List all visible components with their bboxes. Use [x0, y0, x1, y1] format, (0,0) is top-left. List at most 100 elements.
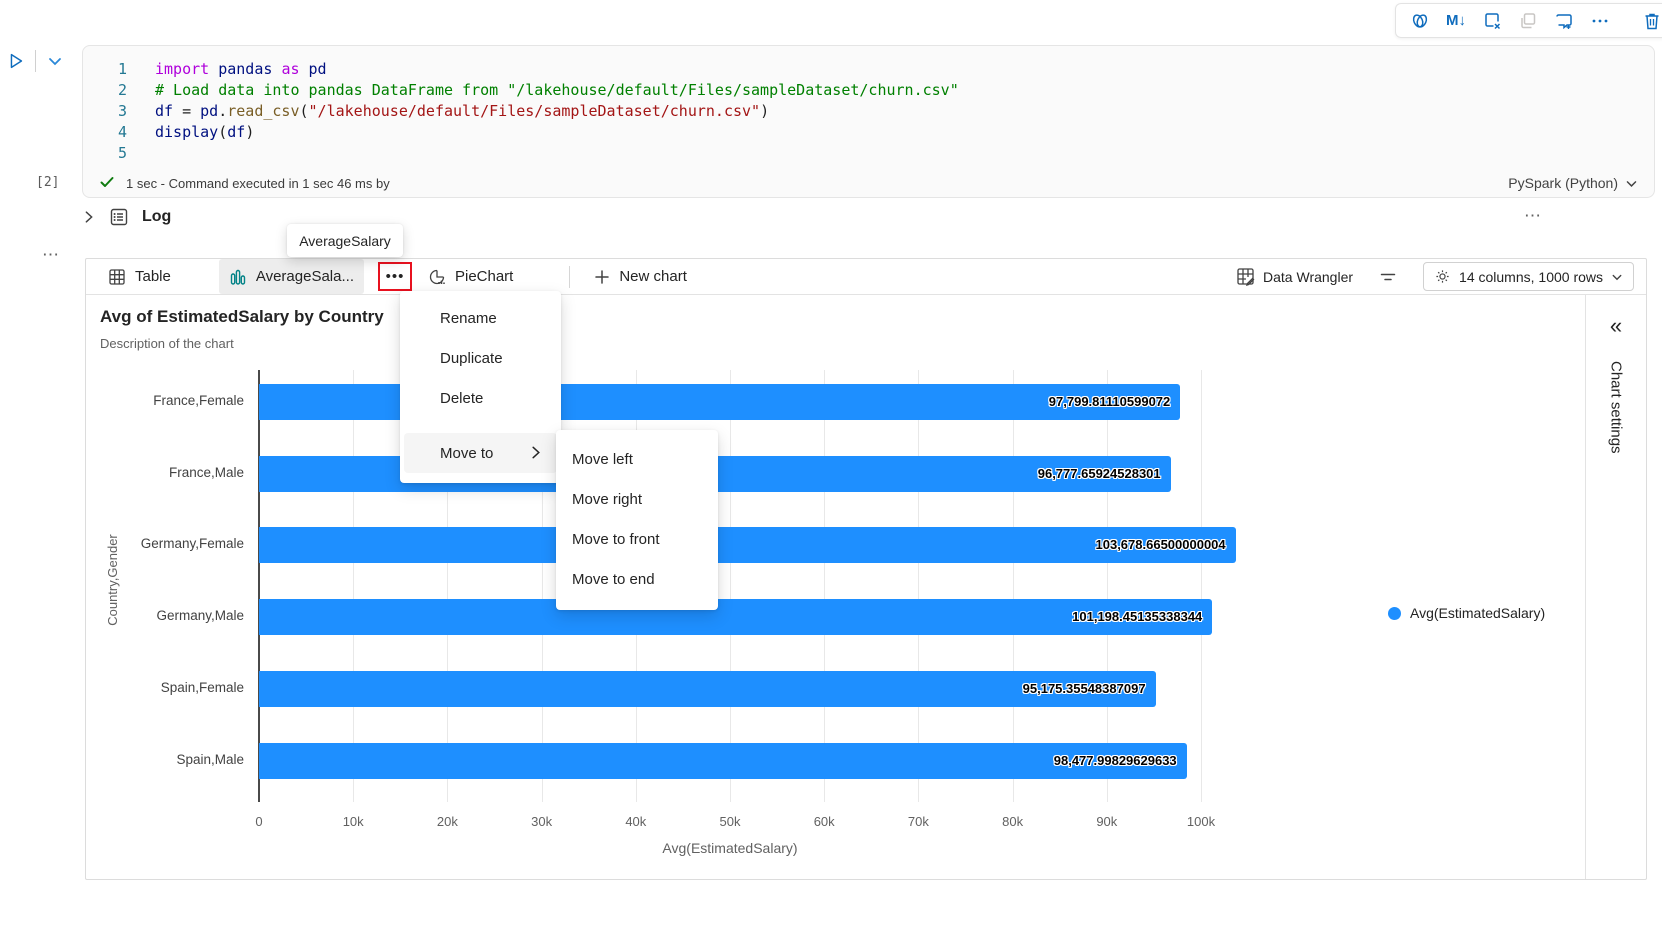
tab-pie-chart[interactable]: PieChart: [428, 268, 513, 286]
bar: [259, 742, 1187, 779]
run-options-chevron-icon[interactable]: [45, 51, 65, 71]
code-line[interactable]: 3 df = pd.read_csv("/lakehouse/default/Fi…: [83, 101, 1654, 122]
line-number: 3: [117, 102, 127, 120]
kernel-picker[interactable]: PySpark (Python): [1508, 175, 1638, 191]
x-tick-label: 50k: [719, 814, 741, 829]
x-tick-label: 80k: [1002, 814, 1024, 829]
menu-item-delete[interactable]: Delete: [440, 390, 484, 407]
new-chart-label: New chart: [619, 268, 687, 285]
category-label: France,Female: [153, 393, 244, 408]
new-chart-button[interactable]: New chart: [594, 268, 687, 285]
x-tick-label: 20k: [436, 814, 458, 829]
bar-value-label: 101,198.45135338344: [1072, 609, 1203, 625]
menu-item-move-left[interactable]: Move left: [572, 451, 633, 468]
success-check-icon: [99, 174, 115, 193]
more-options-icon[interactable]: [1590, 11, 1610, 31]
x-axis-label: Avg(EstimatedSalary): [662, 840, 798, 856]
x-tick-label: 0: [255, 814, 263, 829]
run-controls: [6, 50, 65, 72]
gear-icon: [1436, 270, 1449, 283]
category-label: Spain,Female: [160, 679, 244, 695]
delete-cell-icon[interactable]: [1482, 11, 1502, 31]
code-cell[interactable]: 1 import pandas as pd 2 # Load data into pa…: [82, 45, 1655, 198]
x-tick-label: 100k: [1186, 814, 1216, 829]
code-line[interactable]: 2 # Load data into pandas DataFrame from …: [83, 80, 1654, 101]
bar-value-label: 95,175.35548387097: [1022, 680, 1146, 696]
data-wrangler-label: Data Wrangler: [1263, 268, 1354, 285]
chart-title: Avg of EstimatedSalary by Country: [100, 307, 384, 326]
chart-area: Avg of EstimatedSalary by Country Descri…: [86, 295, 1585, 879]
log-more-button[interactable]: ⋯: [1524, 206, 1542, 225]
divider: [35, 50, 36, 72]
comment-add-icon[interactable]: [1554, 11, 1574, 31]
code-line[interactable]: 1 import pandas as pd: [83, 59, 1654, 80]
category-label: Germany,Male: [156, 608, 244, 624]
chevron-down-icon: [1626, 180, 1637, 187]
y-axis-label: Country,Gender: [105, 534, 120, 626]
x-tick-label: 60k: [813, 814, 835, 829]
run-cell-icon[interactable]: [6, 51, 26, 71]
menu-item-move-to-front[interactable]: Move to front: [572, 531, 660, 548]
tab-table-label: Table: [135, 268, 171, 285]
code-line[interactable]: 4 display(df): [83, 122, 1654, 143]
bar-chart-icon: [230, 269, 246, 285]
menu-item-move-right[interactable]: Move right: [572, 491, 643, 508]
gridline: [824, 370, 826, 802]
chart-subtitle: Description of the chart: [100, 336, 234, 351]
code-line[interactable]: 5: [83, 143, 1654, 164]
tab-more-button[interactable]: •••: [377, 262, 412, 291]
chart-legend[interactable]: Avg(EstimatedSalary): [1388, 605, 1545, 621]
line-number: 2: [117, 81, 127, 99]
log-list-icon: [110, 208, 128, 226]
pie-chart-icon: [429, 269, 445, 284]
execution-count: [2]: [36, 175, 60, 190]
x-tick-label: 70k: [907, 814, 929, 829]
menu-item-rename[interactable]: Rename: [440, 310, 497, 327]
kernel-label: PySpark (Python): [1508, 175, 1618, 191]
tab-table[interactable]: Table: [100, 268, 179, 286]
data-wrangler-button[interactable]: Data Wrangler: [1236, 267, 1353, 286]
legend-label: Avg(EstimatedSalary): [1410, 605, 1546, 621]
move-to-submenu: Move left Move right Move to front Move …: [556, 430, 718, 610]
trash-icon[interactable]: [1642, 11, 1662, 31]
menu-item-duplicate[interactable]: Duplicate: [440, 350, 503, 367]
tab-context-menu: Rename Duplicate Delete Move to: [400, 291, 561, 483]
filter-button[interactable]: [1379, 268, 1397, 286]
chart-settings-label: Chart settings: [1607, 361, 1625, 454]
markdown-icon[interactable]: M↓: [1446, 12, 1466, 29]
chart-content-row: Avg of EstimatedSalary by Country Descri…: [86, 295, 1646, 879]
gridline: [1201, 370, 1202, 802]
bar: [259, 527, 1236, 564]
left-more-button[interactable]: ⋯: [42, 245, 60, 264]
columns-rows-label: 14 columns, 1000 rows: [1459, 268, 1603, 285]
code-lines[interactable]: 1 import pandas as pd 2 # Load data into pa…: [83, 46, 1654, 164]
tab-average-label: AverageSala...: [255, 268, 354, 285]
line-number: 5: [117, 144, 127, 162]
cell-status-bar: 1 sec - Command executed in 1 sec 46 ms …: [99, 172, 1638, 194]
y-axis-line: [258, 370, 260, 802]
results-card: Table AverageSala... ••• PieChart: [85, 258, 1647, 880]
chevron-right-icon[interactable]: [82, 210, 96, 224]
line-number: 1: [117, 60, 127, 78]
log-label: Log: [142, 208, 172, 225]
tab-average-salary[interactable]: AverageSala...: [218, 259, 364, 294]
bar-value-label: 98,477.99829629633: [1053, 752, 1177, 768]
columns-rows-dropdown[interactable]: 14 columns, 1000 rows: [1423, 262, 1634, 291]
x-tick-label: 90k: [1096, 814, 1118, 829]
gridline: [353, 370, 355, 802]
divider: [569, 265, 571, 288]
chart-tab-bar: Table AverageSala... ••• PieChart: [86, 259, 1646, 295]
tab-pie-label: PieChart: [454, 268, 514, 285]
x-tick-label: 40k: [625, 814, 647, 829]
log-section-header[interactable]: Log: [82, 207, 171, 227]
category-label: Spain,Male: [176, 751, 244, 767]
gridline: [1106, 370, 1108, 802]
menu-item-move-to-end[interactable]: Move to end: [572, 571, 655, 588]
gridline: [541, 370, 543, 802]
copilot-icon[interactable]: [1410, 11, 1430, 31]
bar-value-label: 97,799.81110599072: [1048, 394, 1171, 409]
copy-icon: [1518, 11, 1538, 31]
status-text: 1 sec - Command executed in 1 sec 46 ms …: [126, 175, 390, 191]
expand-panel-icon[interactable]: «: [1609, 313, 1623, 338]
menu-item-move-to[interactable]: Move to: [404, 433, 557, 473]
